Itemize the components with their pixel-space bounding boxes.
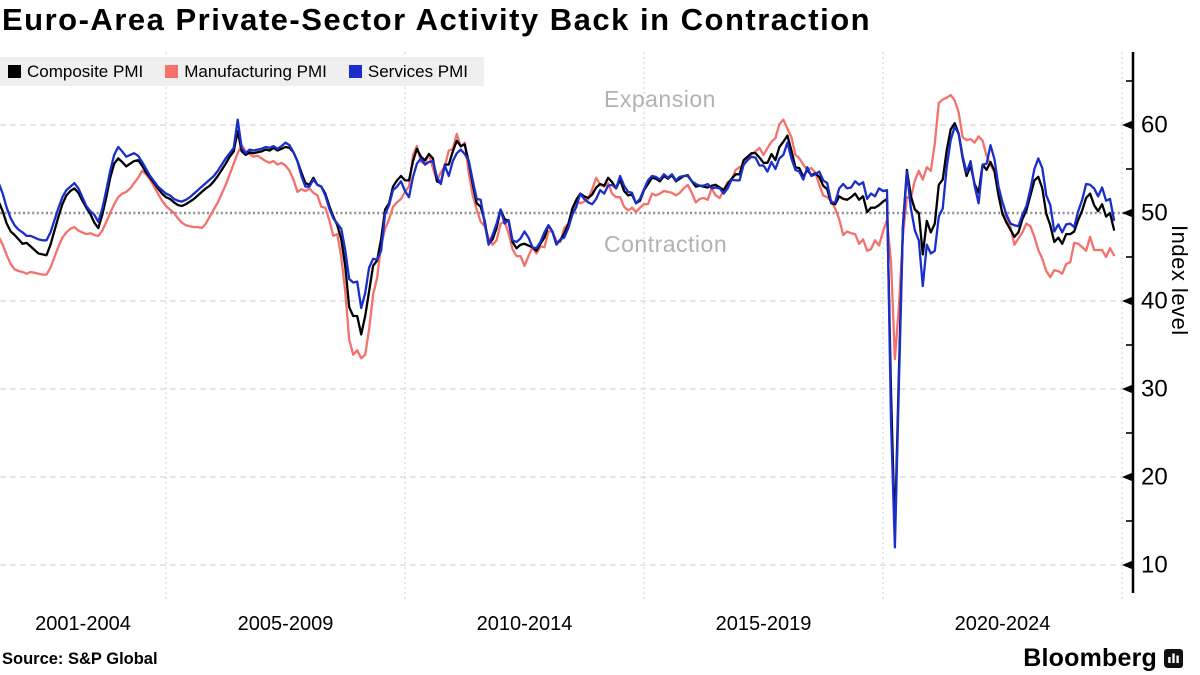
legend-label: Composite PMI bbox=[27, 61, 144, 81]
source-credit: Source: S&P Global bbox=[2, 650, 158, 668]
y-tick-label: 30 bbox=[1141, 376, 1168, 403]
bloomberg-wordmark: Bloomberg bbox=[1023, 644, 1157, 672]
legend-item-services-pmi[interactable]: Services PMI bbox=[348, 61, 469, 82]
expansion-label: Expansion bbox=[604, 86, 716, 112]
page-title: Euro-Area Private-Sector Activity Back i… bbox=[2, 2, 872, 37]
legend-swatch bbox=[8, 65, 21, 78]
contraction-label: Contraction bbox=[604, 231, 728, 257]
x-section-label: 2005-2009 bbox=[237, 613, 334, 635]
legend-label: Services PMI bbox=[367, 61, 469, 81]
y-tick-label: 20 bbox=[1141, 464, 1168, 491]
x-section-label: 2001-2004 bbox=[35, 613, 131, 635]
series-line-composite-pmi bbox=[0, 122, 1116, 535]
series-line-services-pmi bbox=[0, 118, 1116, 549]
legend-item-composite-pmi[interactable]: Composite PMI bbox=[8, 62, 143, 82]
x-section-label: 2010-2014 bbox=[476, 613, 573, 635]
y-axis-title: Index level bbox=[1167, 225, 1192, 336]
y-major-tick bbox=[1122, 384, 1133, 394]
y-tick-label: 50 bbox=[1141, 200, 1168, 227]
legend-swatch bbox=[165, 65, 179, 78]
legend-swatch bbox=[348, 65, 362, 78]
y-major-tick bbox=[1122, 120, 1133, 130]
y-major-tick bbox=[1122, 296, 1133, 306]
y-major-tick bbox=[1122, 472, 1133, 482]
legend-item-manufacturing-pmi[interactable]: Manufacturing PMI bbox=[165, 62, 327, 82]
x-section-label: 2020-2024 bbox=[954, 613, 1051, 635]
series-line-manufacturing-pmi bbox=[0, 93, 1116, 361]
x-section-label: 2015-2019 bbox=[715, 613, 812, 635]
y-major-tick bbox=[1122, 208, 1133, 218]
legend-label: Manufacturing PMI bbox=[184, 61, 327, 81]
legend: Composite PMI Manufacturing PMI Services P… bbox=[0, 57, 485, 86]
y-tick-label: 40 bbox=[1141, 288, 1168, 315]
y-tick-label: 60 bbox=[1141, 112, 1168, 139]
bloomberg-logo: Bloomberg bbox=[1023, 644, 1183, 673]
y-tick-label: 10 bbox=[1141, 552, 1168, 579]
y-major-tick bbox=[1122, 560, 1133, 570]
bloomberg-chart-icon bbox=[1164, 649, 1183, 668]
